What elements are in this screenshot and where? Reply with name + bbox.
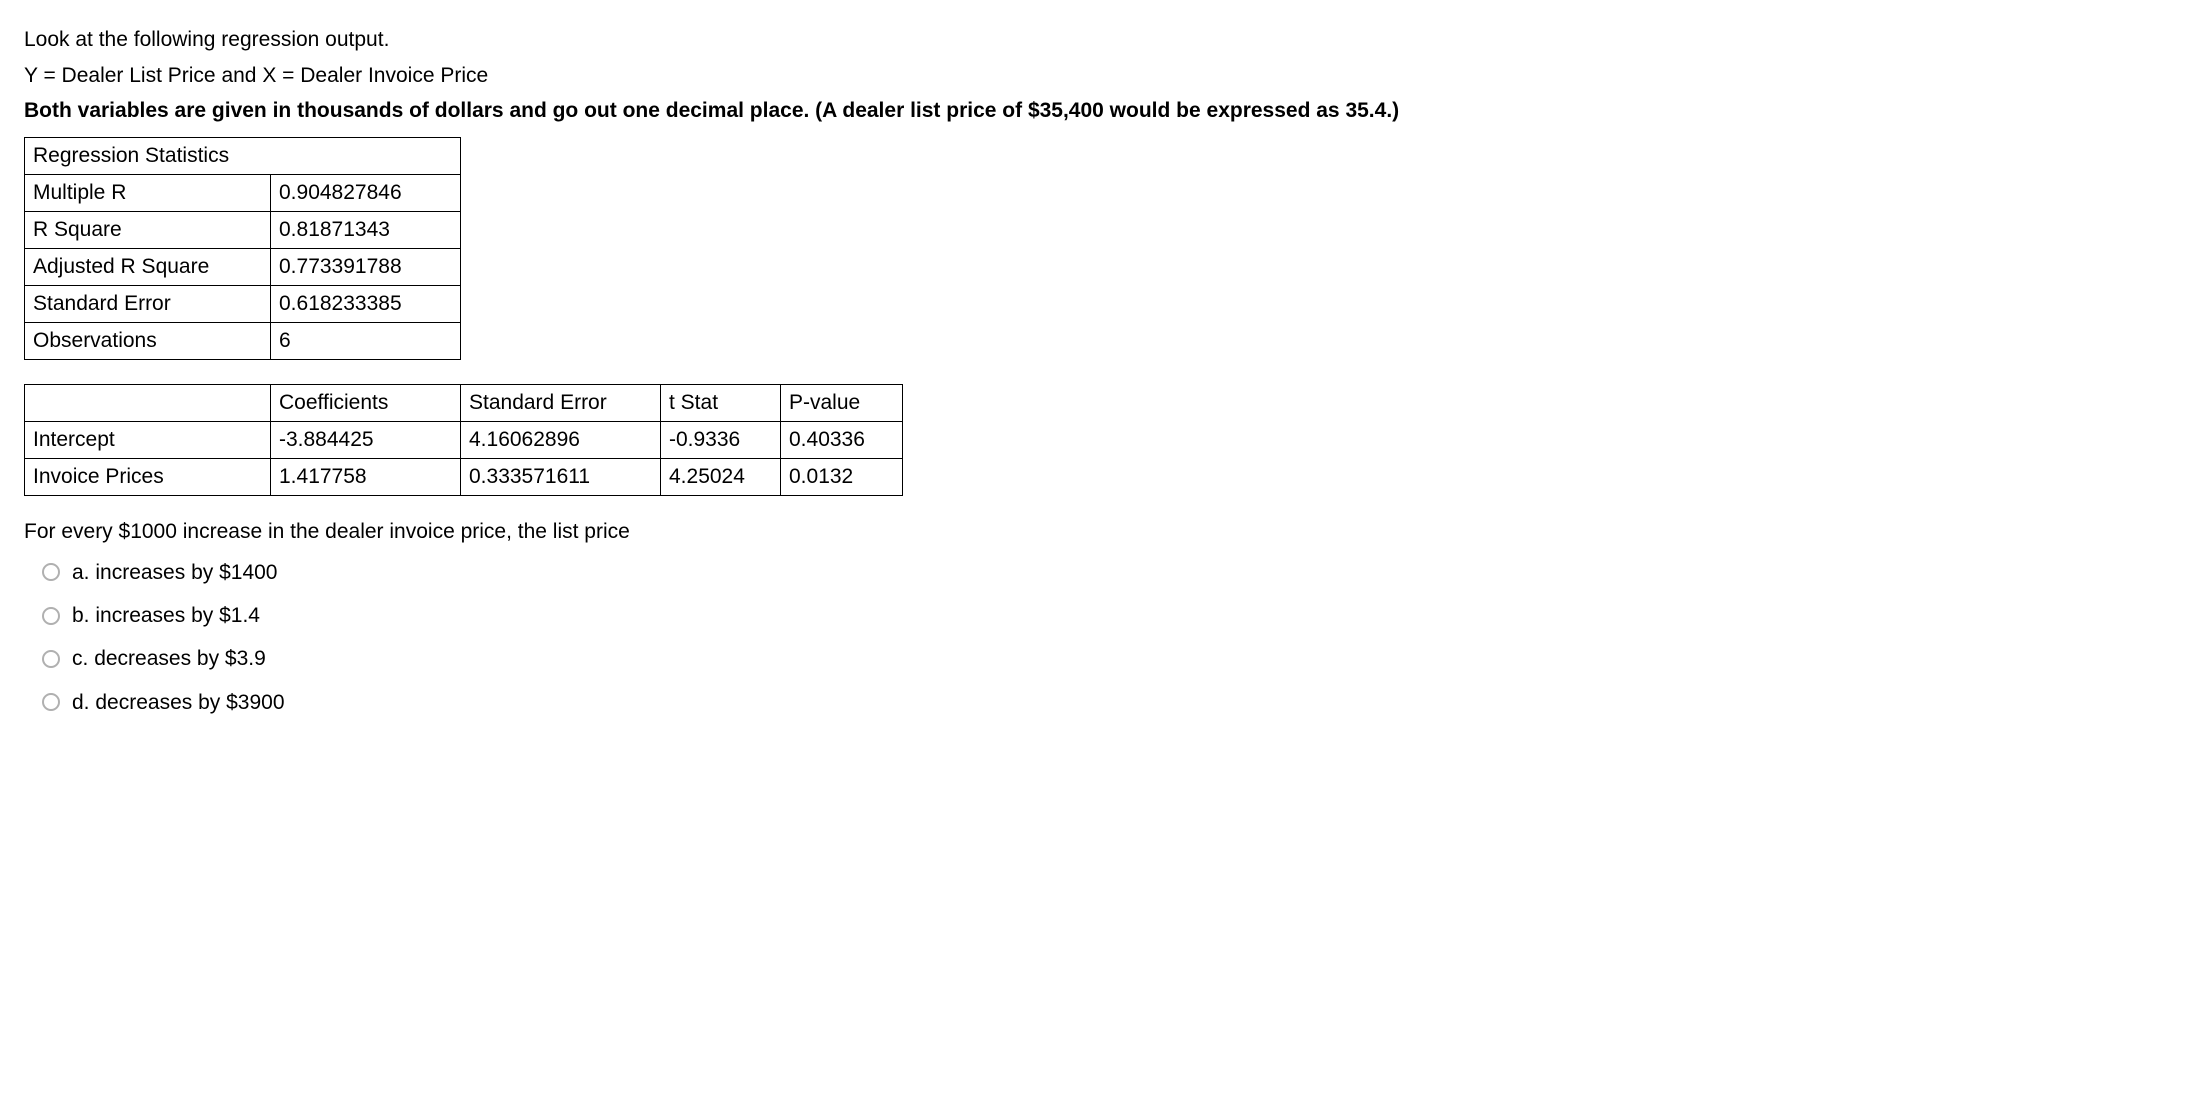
table-row: Adjusted R Square 0.773391788 [25,248,461,285]
option-b[interactable]: b. increases by $1.4 [24,601,2166,630]
intro-line-3-bold: Both variables are given in thousands of… [24,95,2166,127]
stats-header-cell: Regression Statistics [25,137,461,174]
option-label: c. decreases by $3.9 [72,644,266,673]
coef-value: 4.25024 [661,458,781,495]
coef-value: 1.417758 [271,458,461,495]
stat-value: 0.773391788 [271,248,461,285]
coef-header: Coefficients [271,384,461,421]
stat-label: Standard Error [25,285,271,322]
table-row: Observations 6 [25,322,461,359]
table-row: Standard Error 0.618233385 [25,285,461,322]
option-letter: c. [72,647,88,670]
coef-header: t Stat [661,384,781,421]
option-label: b. increases by $1.4 [72,601,260,630]
option-letter: a. [72,561,90,584]
intro-line-1: Look at the following regression output. [24,24,2166,56]
radio-icon [42,650,60,668]
option-letter: d. [72,691,90,714]
table-row: Intercept -3.884425 4.16062896 -0.9336 0… [25,421,903,458]
stat-value: 6 [271,322,461,359]
option-letter: b. [72,604,90,627]
coef-header: Standard Error [461,384,661,421]
coefficients-table: Coefficients Standard Error t Stat P-val… [24,384,903,496]
table-row: Invoice Prices 1.417758 0.333571611 4.25… [25,458,903,495]
coef-value: -0.9336 [661,421,781,458]
option-text: decreases by $3900 [95,691,284,714]
coef-value: -3.884425 [271,421,461,458]
coef-value: 4.16062896 [461,421,661,458]
table-row: Regression Statistics [25,137,461,174]
option-d[interactable]: d. decreases by $3900 [24,688,2166,717]
option-c[interactable]: c. decreases by $3.9 [24,644,2166,673]
stat-label: R Square [25,211,271,248]
coef-value: 0.333571611 [461,458,661,495]
option-text: decreases by $3.9 [94,647,266,670]
stat-value: 0.904827846 [271,174,461,211]
radio-icon [42,607,60,625]
coef-value: 0.0132 [781,458,903,495]
option-a[interactable]: a. increases by $1400 [24,558,2166,587]
option-text: increases by $1400 [95,561,277,584]
coef-row-label: Invoice Prices [25,458,271,495]
stat-label: Observations [25,322,271,359]
coef-header: P-value [781,384,903,421]
table-row: Coefficients Standard Error t Stat P-val… [25,384,903,421]
stat-value: 0.81871343 [271,211,461,248]
stat-label: Adjusted R Square [25,248,271,285]
radio-icon [42,693,60,711]
table-row: R Square 0.81871343 [25,211,461,248]
coef-row-label: Intercept [25,421,271,458]
option-text: increases by $1.4 [95,604,260,627]
option-label: a. increases by $1400 [72,558,277,587]
intro-line-2: Y = Dealer List Price and X = Dealer Inv… [24,60,2166,92]
coef-header [25,384,271,421]
regression-statistics-table: Regression Statistics Multiple R 0.90482… [24,137,461,360]
radio-icon [42,563,60,581]
option-label: d. decreases by $3900 [72,688,285,717]
table-row: Multiple R 0.904827846 [25,174,461,211]
stat-value: 0.618233385 [271,285,461,322]
question-prompt: For every $1000 increase in the dealer i… [24,520,2166,544]
coef-value: 0.40336 [781,421,903,458]
stat-label: Multiple R [25,174,271,211]
